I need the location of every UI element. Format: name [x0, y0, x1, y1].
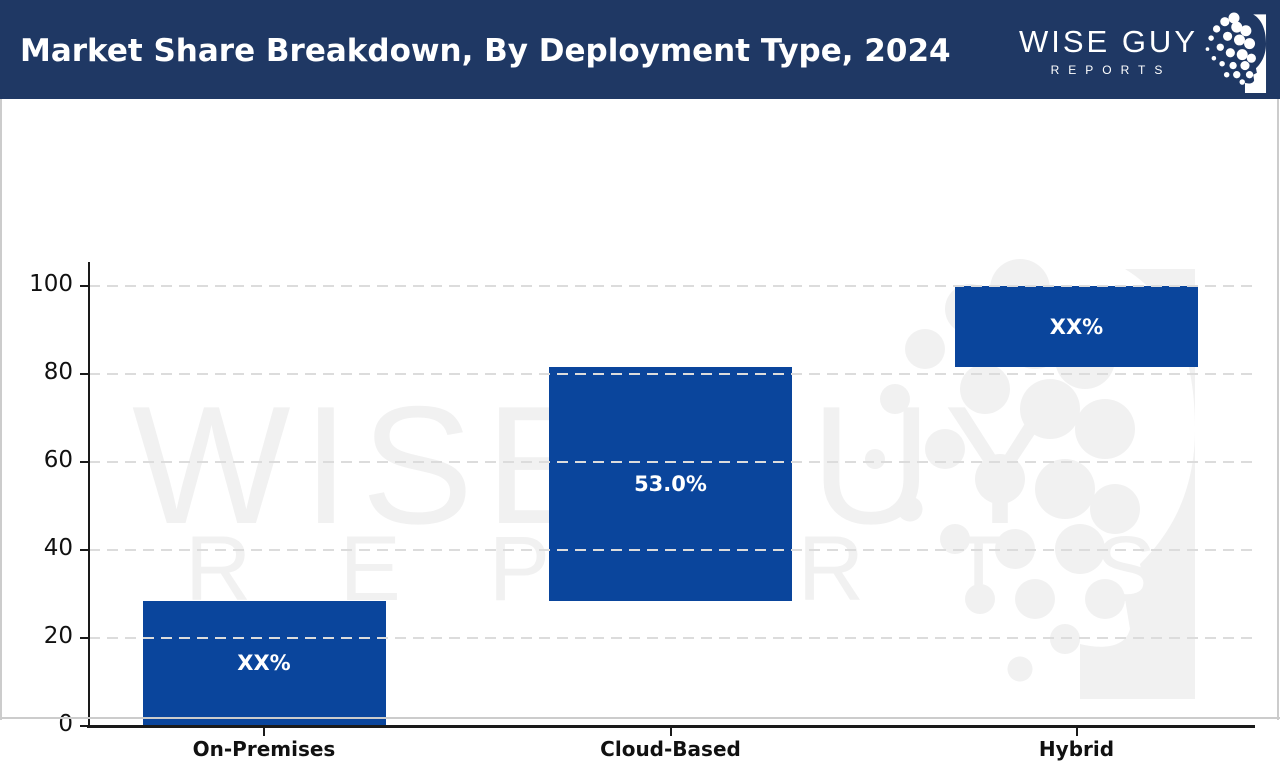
wiseguy-logo: WISE GUY REPORTS	[1019, 6, 1268, 94]
gridline-80	[89, 373, 1256, 375]
y-axis-tick	[80, 637, 89, 639]
x-axis-tick	[669, 728, 672, 736]
y-tick-label: 40	[43, 535, 73, 561]
x-axis-label-hybrid: Hybrid	[1038, 737, 1115, 761]
logo-face-icon	[1205, 12, 1267, 93]
y-axis-tick	[80, 285, 89, 287]
x-axis-label-cloud-based: Cloud-Based	[600, 737, 741, 761]
y-tick-label: 100	[29, 271, 73, 297]
bar-value-label: XX%	[1049, 314, 1104, 339]
bar-on-premises: XX%	[142, 600, 386, 726]
x-axis-tick	[1075, 728, 1078, 736]
y-tick-label: 0	[58, 711, 73, 737]
y-axis-tick	[80, 373, 89, 375]
x-axis-tick	[263, 728, 265, 736]
y-tick-label: 60	[43, 447, 73, 473]
plot-area: 0 20 40 60 80 100 XX% On-Premises 53.0% Cloud-Bas…	[0, 99, 1280, 761]
gridline-100	[89, 285, 1256, 287]
gridline-40	[89, 549, 1256, 551]
bottom-border	[0, 717, 1280, 719]
right-border	[1277, 99, 1279, 720]
bar-value-label: XX%	[237, 651, 291, 676]
y-axis-tick	[80, 725, 89, 727]
gridline-20	[89, 637, 1256, 639]
y-axis-tick	[80, 549, 89, 551]
y-tick-label: 80	[43, 359, 73, 385]
left-border	[0, 99, 2, 720]
y-axis-line	[88, 262, 90, 727]
y-tick-label: 20	[43, 623, 73, 649]
chart-canvas: WISE GUY REPORTS 020406080100XX%On-Premi…	[0, 99, 1280, 761]
logo-subtitle: REPORTS	[1050, 62, 1172, 77]
chart-title: Market Share Breakdown, By Deployment Ty…	[20, 33, 951, 69]
x-axis-label-on-premises: On-Premises	[192, 737, 336, 761]
y-axis-tick	[80, 461, 89, 463]
bar-value-label: 53.0%	[634, 471, 707, 496]
logo-wordmark: WISE GUY	[1018, 23, 1198, 59]
gridline-60	[89, 461, 1256, 463]
bar-cloud-based: 53.0%	[549, 367, 792, 601]
logo-text: WISE GUY REPORTS	[1019, 24, 1198, 77]
bar-hybrid: XX%	[955, 286, 1198, 368]
header: Market Share Breakdown, By Deployment Ty…	[0, 0, 1280, 99]
